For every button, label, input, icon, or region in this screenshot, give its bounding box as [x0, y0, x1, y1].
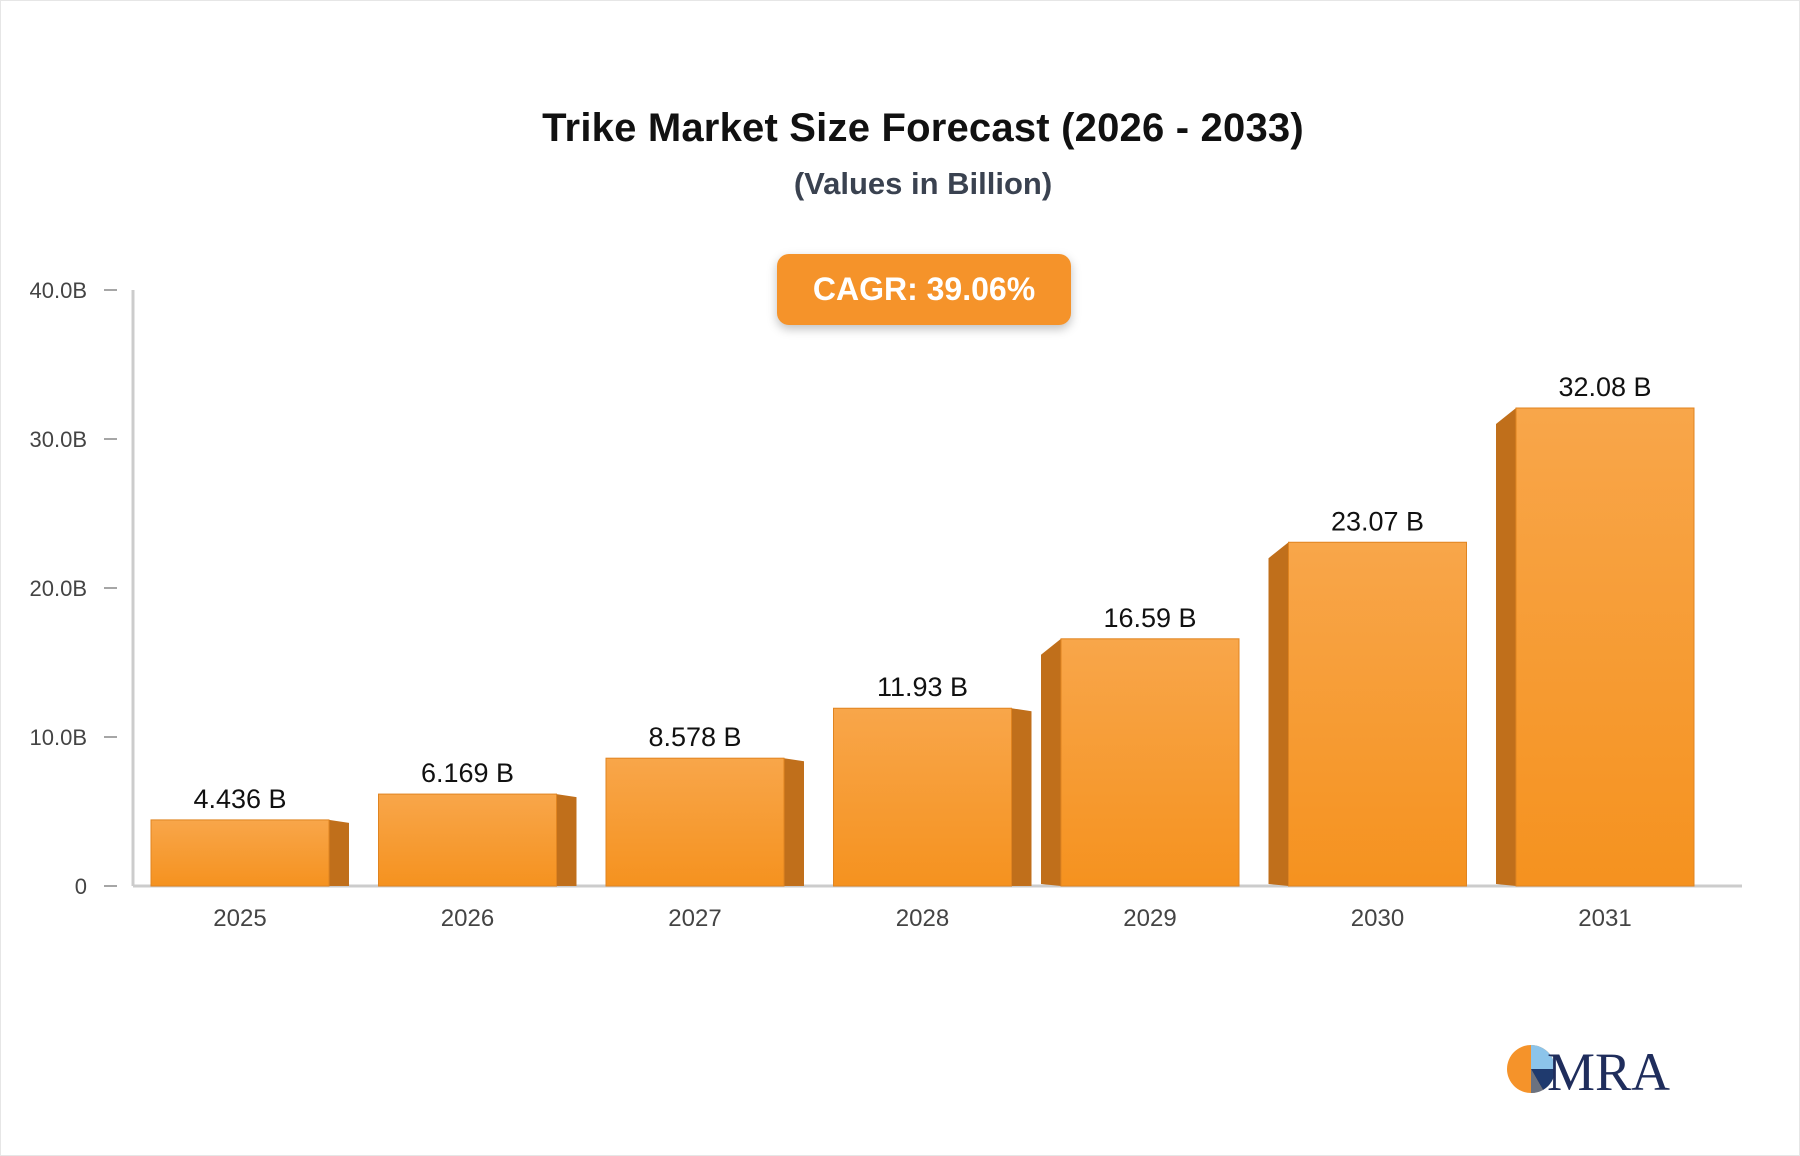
bar-2031 [1496, 407, 1695, 887]
x-tick-label: 2026 [441, 905, 494, 932]
x-tick-label: 2029 [1123, 905, 1176, 932]
bar-front-face [833, 707, 1012, 887]
bar-value-label: 32.08 B [1558, 372, 1651, 402]
y-tick-label: 10.0B [30, 725, 88, 750]
bar-front-face [1060, 638, 1240, 887]
bar-side-face [556, 794, 577, 886]
bar-value-label: 6.169 B [421, 758, 514, 788]
bar-side-face [1041, 638, 1061, 886]
bar-2026 [378, 793, 577, 887]
bar-value-label: 23.07 B [1331, 506, 1424, 536]
x-tick-label: 2028 [896, 905, 949, 932]
chart-subtitle: (Values in Billion) [793, 166, 1053, 201]
y-tick-label: 20.0B [30, 576, 88, 601]
bar-2027 [605, 757, 804, 887]
y-tick-label: 0 [75, 874, 87, 899]
x-tick-label: 2027 [668, 905, 721, 932]
bar-value-label: 4.436 B [193, 784, 286, 814]
bar-2029 [1041, 638, 1240, 887]
mra-logo: MRA [1507, 1042, 1670, 1097]
bar-2030 [1268, 541, 1467, 887]
bar-front-face [378, 793, 557, 887]
bar-front-face [605, 757, 785, 887]
bar-front-face [1288, 541, 1467, 887]
y-tick-label: 40.0B [30, 278, 88, 303]
bar-2028 [833, 707, 1032, 887]
bar-side-face [784, 758, 804, 886]
bar-value-label: 8.578 B [648, 722, 741, 752]
bar-2025 [150, 819, 349, 887]
x-tick-label: 2031 [1578, 905, 1631, 932]
bar-value-label: 11.93 B [877, 672, 968, 702]
x-tick-label: 2030 [1351, 905, 1404, 932]
bar-side-face [1496, 408, 1516, 886]
y-tick-label: 30.0B [30, 427, 88, 452]
bar-front-face [150, 819, 330, 887]
x-tick-label: 2025 [213, 905, 266, 932]
bar-side-face [1268, 542, 1289, 886]
chart-title: Trike Market Size Forecast (2026 - 2033) [542, 106, 1304, 150]
logo-pie-icon [1507, 1045, 1556, 1094]
bar-side-face [1011, 708, 1032, 886]
cagr-badge: CAGR: 39.06% [777, 254, 1071, 325]
logo-text: MRA [1547, 1042, 1670, 1097]
bar-value-label: 16.59 B [1103, 603, 1196, 633]
bar-front-face [1515, 407, 1695, 887]
bar-side-face [329, 819, 349, 886]
